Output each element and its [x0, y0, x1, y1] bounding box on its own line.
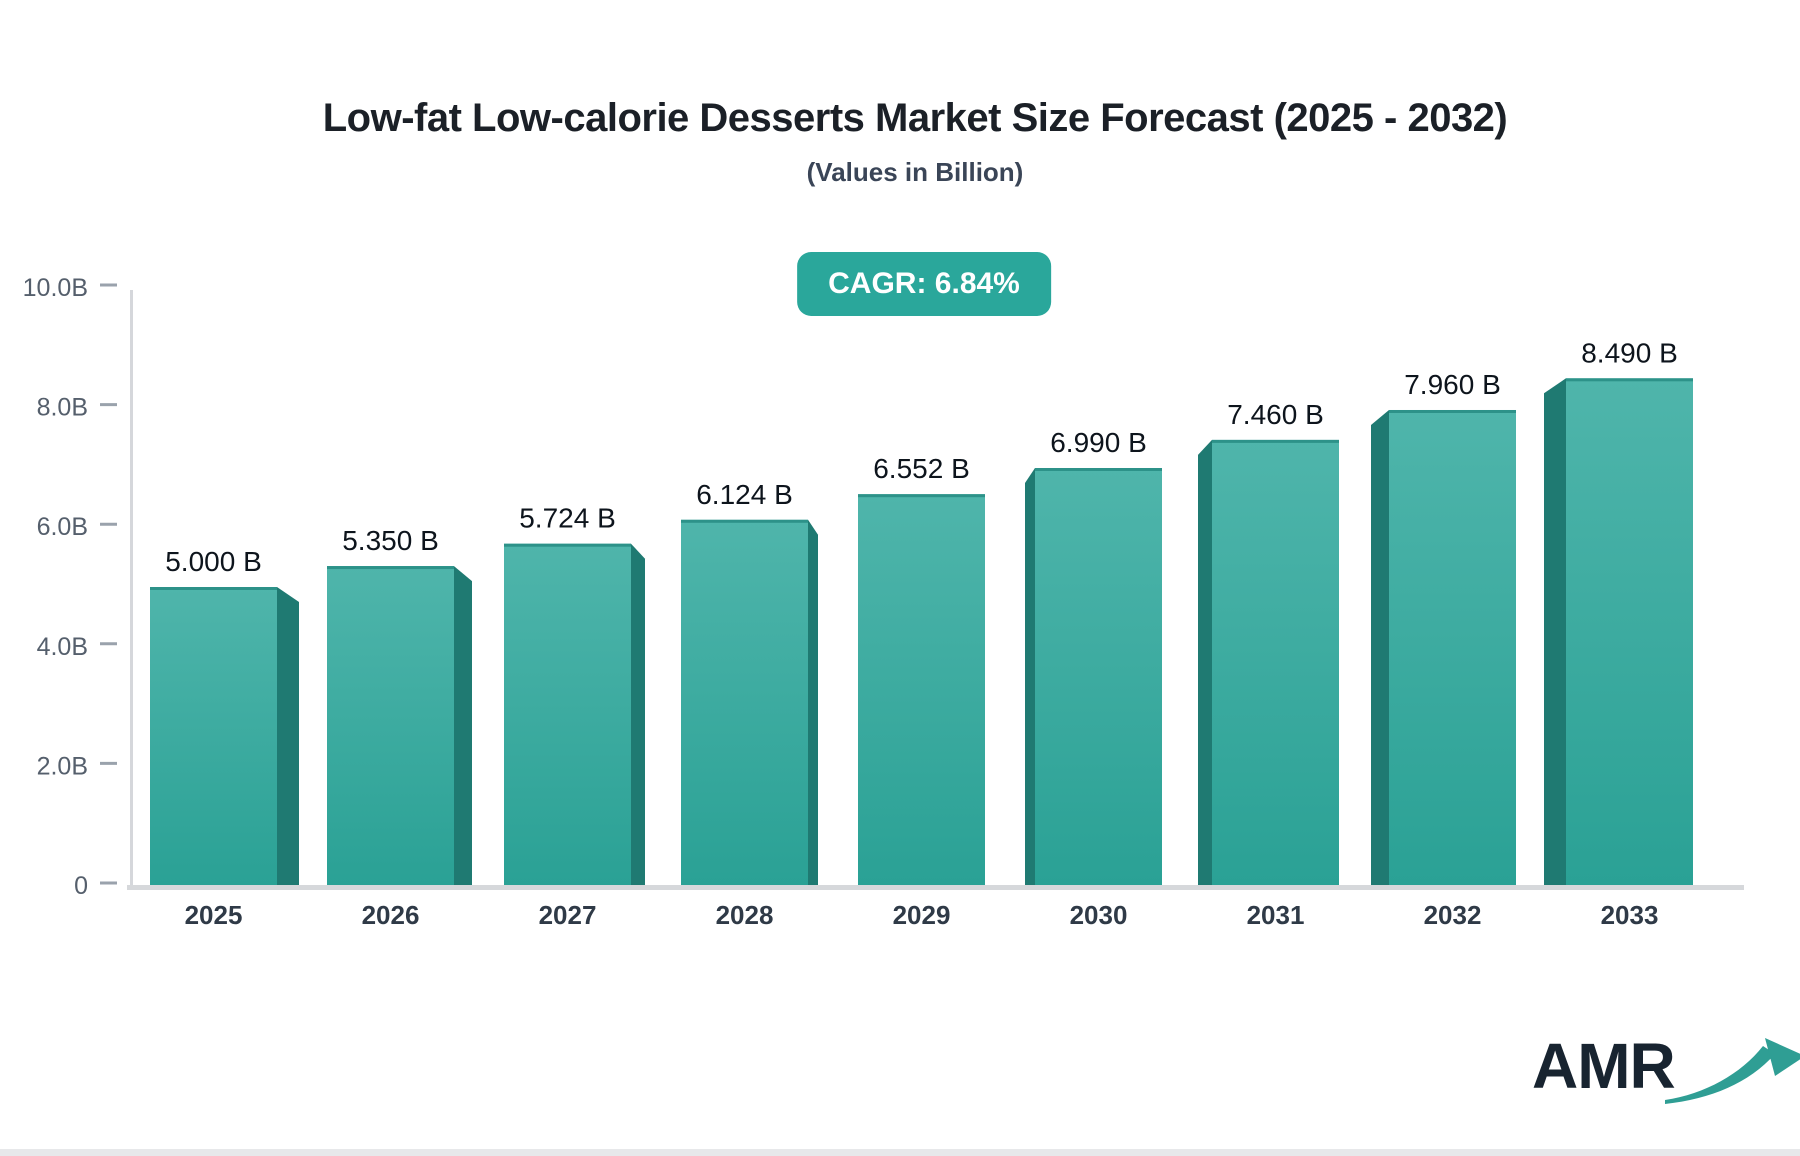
y-tick-label: 0: [74, 872, 88, 900]
bar-side-face: [1025, 467, 1035, 886]
bar-side-face: [454, 566, 472, 886]
bar-face: [327, 566, 454, 886]
bar-side-face: [1371, 409, 1389, 886]
bar-value-label: 7.460 B: [1227, 399, 1324, 430]
bar-2027: 5.724 B 2027: [504, 503, 645, 930]
bar-value-label: 5.350 B: [342, 525, 439, 556]
bar-top-edge: [1212, 439, 1339, 443]
bar-side-face: [631, 543, 645, 886]
chart-subtitle: (Values in Billion): [806, 157, 1024, 187]
bar-2032: 7.960 B 2032: [1371, 369, 1516, 930]
bar-face: [1389, 409, 1516, 886]
x-axis-label: 2027: [539, 900, 597, 930]
x-axis-label: 2029: [893, 900, 951, 930]
bar-value-label: 6.552 B: [873, 453, 970, 484]
bar-top-edge: [681, 519, 808, 523]
bar-face: [1035, 467, 1162, 886]
bar-top-edge: [327, 566, 454, 570]
bar-2028: 6.124 B 2028: [681, 479, 818, 930]
bar-value-label: 8.490 B: [1581, 337, 1678, 368]
bar-2030: 6.990 B 2030: [1025, 427, 1162, 930]
bar-face: [1212, 439, 1339, 886]
bar-top-edge: [504, 543, 631, 547]
bar-value-label: 5.000 B: [165, 546, 262, 577]
bar-top-edge: [1389, 409, 1516, 413]
bar-side-face: [1198, 439, 1212, 886]
bar-face: [858, 494, 985, 886]
chart-title: Low-fat Low-calorie Desserts Market Size…: [322, 96, 1508, 140]
cagr-badge: CAGR: 6.84%: [797, 252, 1051, 316]
y-tick-label: 10.0B: [23, 274, 88, 302]
bar-face: [504, 543, 631, 886]
bar-face: [1566, 378, 1693, 886]
y-tick-label: 8.0B: [37, 394, 88, 422]
y-tick-label: 4.0B: [37, 633, 88, 661]
bar-side-face: [1544, 378, 1566, 886]
bar-top-edge: [150, 587, 277, 590]
x-axis-label: 2026: [362, 900, 420, 930]
bar-top-edge: [858, 494, 985, 498]
chart-header: Low-fat Low-calorie Desserts Market Size…: [155, 96, 1675, 188]
growth-arrow-icon: [1664, 1038, 1800, 1104]
bar-side-face: [277, 587, 299, 886]
window-bottom-edge: [0, 1149, 1800, 1156]
x-axis-label: 2028: [716, 900, 774, 930]
bar-2025: 5.000 B 2025: [150, 546, 299, 930]
bar-face: [150, 587, 277, 886]
bar-value-label: 5.724 B: [519, 503, 616, 534]
bar-value-label: 6.990 B: [1050, 427, 1147, 458]
bar-value-label: 6.124 B: [696, 479, 793, 510]
amr-logo-text: AMR: [1532, 1030, 1676, 1102]
y-tick-label: 6.0B: [37, 513, 88, 541]
bar-top-edge: [1566, 378, 1693, 382]
amr-logo: AMR: [1532, 1034, 1800, 1112]
bar-face: [681, 519, 808, 886]
x-axis-label: 2025: [185, 900, 243, 930]
x-axis-label: 2031: [1247, 900, 1305, 930]
x-axis-label: 2030: [1070, 900, 1128, 930]
bar-side-face: [808, 519, 818, 886]
bar-2033: 8.490 B 2033: [1544, 337, 1693, 930]
x-axis-label: 2032: [1424, 900, 1482, 930]
x-axis-label: 2033: [1601, 900, 1659, 930]
x-axis-baseline: [127, 885, 1744, 890]
y-tick-label: 2.0B: [37, 752, 88, 780]
bar-2029: 6.552 B 2029: [858, 453, 985, 930]
bar-value-label: 7.960 B: [1404, 369, 1501, 400]
bar-2026: 5.350 B 2026: [327, 525, 472, 930]
bar-2031: 7.460 B 2031: [1198, 399, 1339, 930]
bar-top-edge: [1035, 467, 1162, 471]
